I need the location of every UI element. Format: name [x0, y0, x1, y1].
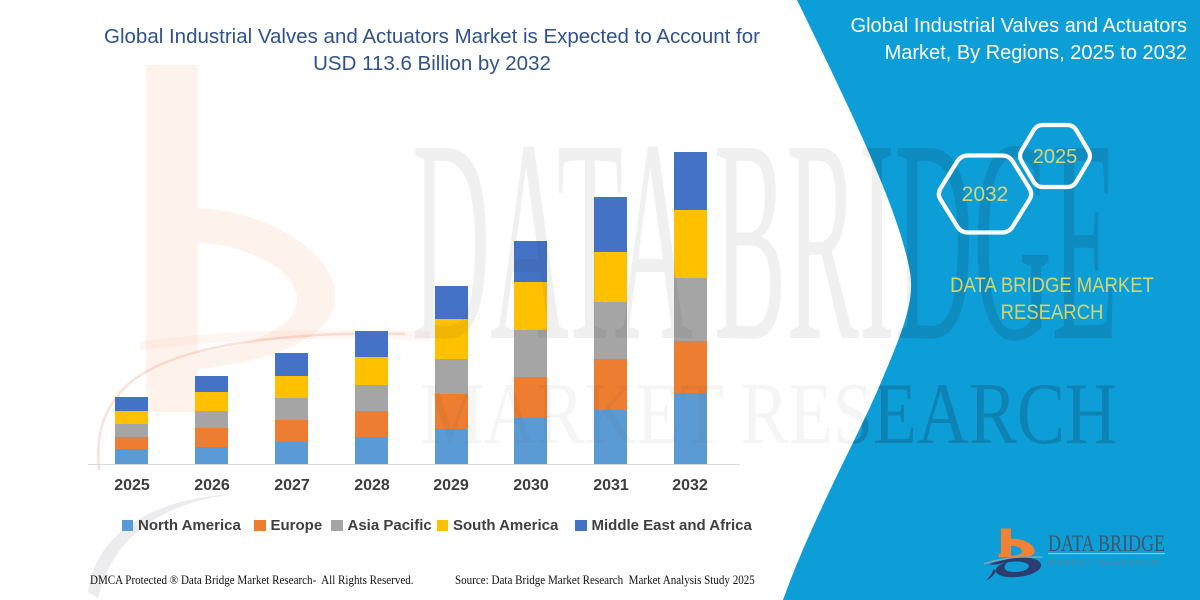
svg-text:MARKET RESEARCH: MARKET RESEARCH — [1048, 557, 1158, 567]
svg-text:MARKET RESEARCH: MARKET RESEARCH — [420, 366, 1117, 463]
svg-text:2025: 2025 — [1033, 146, 1078, 168]
svg-text:DATA BRIDGE: DATA BRIDGE — [412, 80, 1118, 401]
svg-text:2032: 2032 — [962, 183, 1009, 206]
svg-text:DATA BRIDGE: DATA BRIDGE — [1048, 531, 1165, 556]
